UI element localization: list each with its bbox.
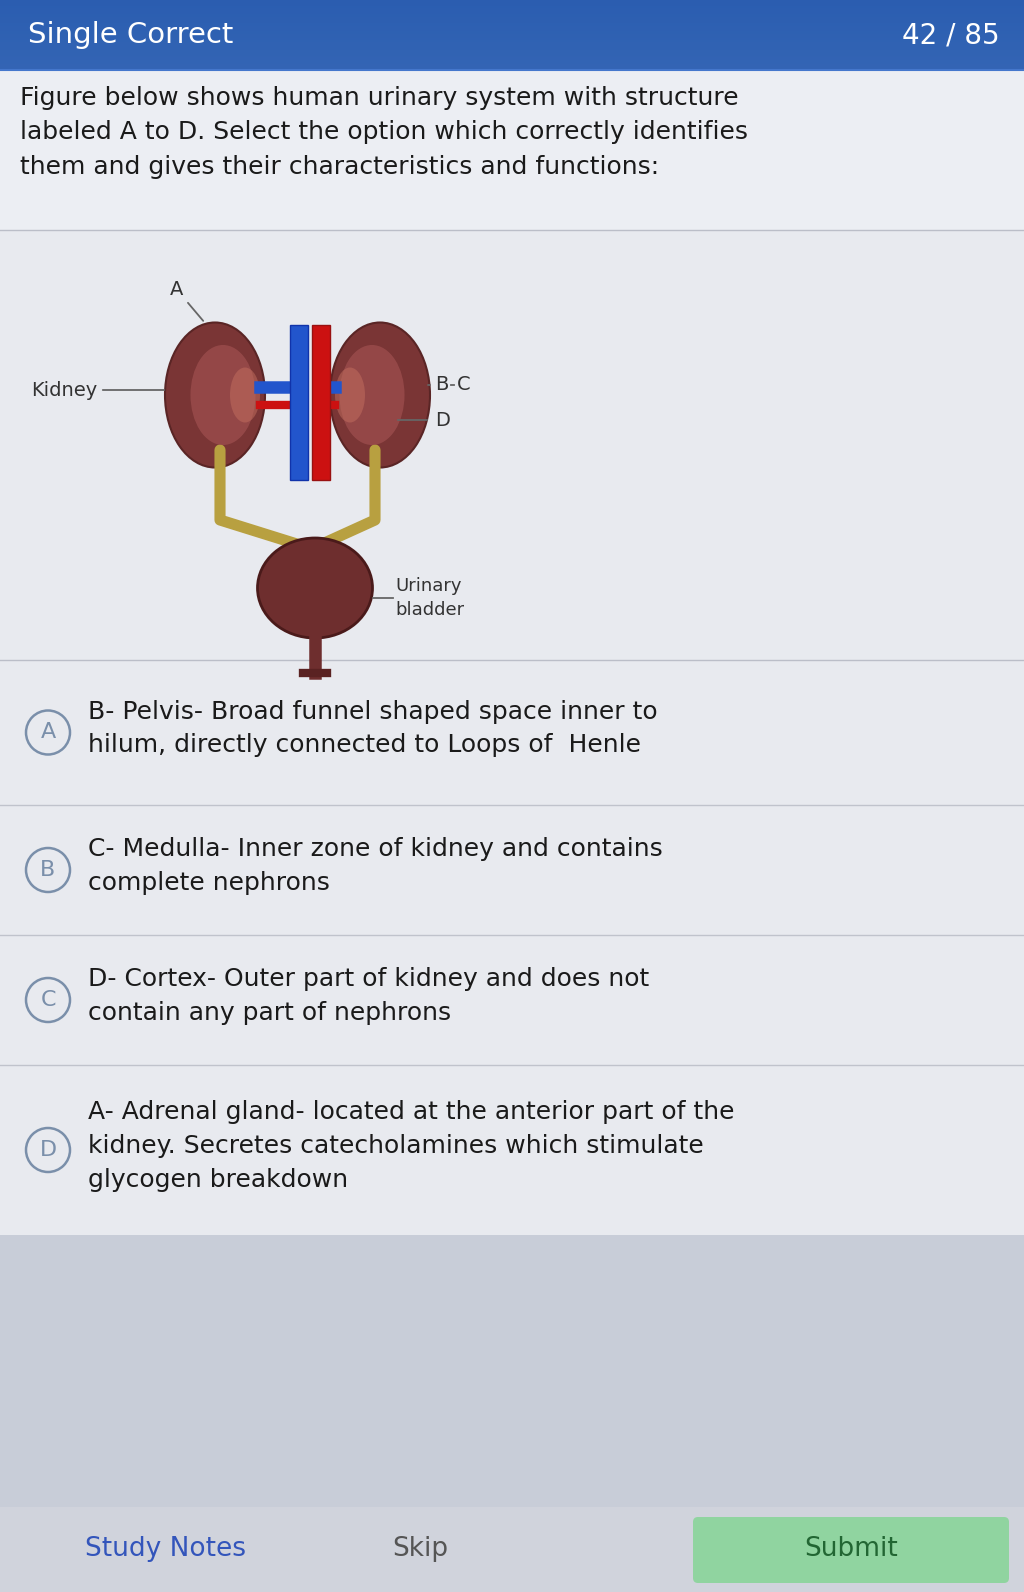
Text: Study Notes: Study Notes [85, 1536, 246, 1562]
Ellipse shape [330, 323, 430, 468]
FancyBboxPatch shape [0, 1508, 1024, 1592]
Text: D: D [40, 1140, 56, 1161]
Text: D- Cortex- Outer part of kidney and does not
contain any part of nephrons: D- Cortex- Outer part of kidney and does… [88, 968, 649, 1025]
Ellipse shape [335, 368, 365, 422]
FancyBboxPatch shape [0, 70, 1024, 229]
Text: Single Correct: Single Correct [28, 21, 233, 49]
Text: B- Pelvis- Broad funnel shaped space inner to
hilum, directly connected to Loops: B- Pelvis- Broad funnel shaped space inn… [88, 700, 657, 758]
FancyBboxPatch shape [0, 661, 1024, 806]
Text: D: D [435, 411, 450, 430]
Text: Skip: Skip [392, 1536, 449, 1562]
Text: Urinary
bladder: Urinary bladder [395, 578, 464, 619]
Text: B: B [40, 860, 55, 880]
Text: A: A [170, 280, 203, 322]
Ellipse shape [257, 538, 373, 638]
FancyBboxPatch shape [0, 229, 1024, 661]
FancyBboxPatch shape [0, 806, 1024, 935]
Ellipse shape [230, 368, 260, 422]
Text: Kidney: Kidney [31, 380, 97, 400]
FancyBboxPatch shape [0, 0, 1024, 70]
FancyBboxPatch shape [0, 1065, 1024, 1235]
Text: Submit: Submit [804, 1536, 898, 1562]
FancyBboxPatch shape [693, 1517, 1009, 1582]
Text: C: C [457, 376, 471, 395]
Text: A- Adrenal gland- located at the anterior part of the
kidney. Secretes catechola: A- Adrenal gland- located at the anterio… [88, 1100, 734, 1191]
Text: B: B [435, 376, 449, 395]
Text: Figure below shows human urinary system with structure
labeled A to D. Select th: Figure below shows human urinary system … [20, 86, 748, 178]
Ellipse shape [190, 345, 256, 446]
FancyBboxPatch shape [290, 325, 308, 481]
Text: C- Medulla- Inner zone of kidney and contains
complete nephrons: C- Medulla- Inner zone of kidney and con… [88, 837, 663, 895]
Text: A: A [40, 723, 55, 742]
Ellipse shape [340, 345, 404, 446]
Text: C: C [40, 990, 55, 1009]
FancyBboxPatch shape [312, 325, 330, 481]
FancyBboxPatch shape [0, 935, 1024, 1065]
Ellipse shape [165, 323, 265, 468]
Text: 42 / 85: 42 / 85 [902, 21, 1000, 49]
